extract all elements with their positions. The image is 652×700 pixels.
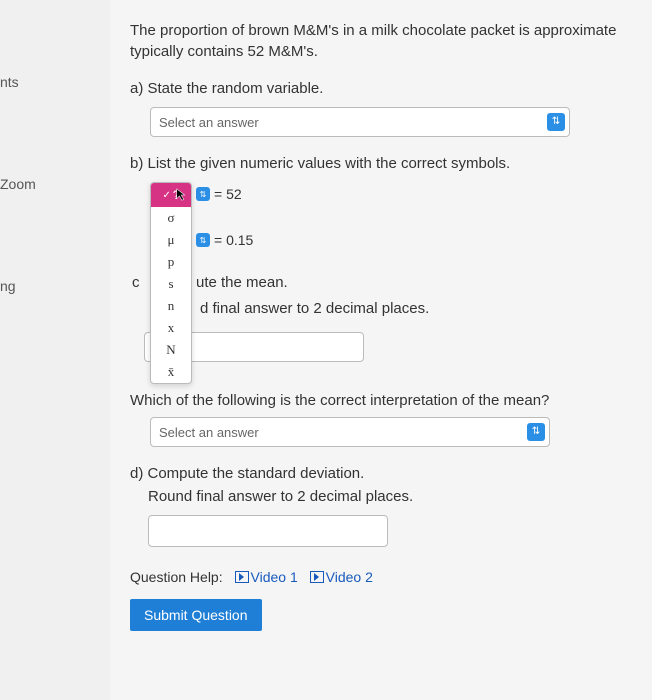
interpret-select[interactable]: Select an answer ⇅ [150, 417, 550, 447]
check-icon: ✓ [162, 190, 170, 201]
play-icon [235, 571, 249, 583]
part-b-label: b) List the given numeric values with th… [130, 155, 642, 172]
equals-52: = 52 [214, 186, 242, 202]
intro-line1: The proportion of brown M&M's in a milk … [130, 22, 616, 39]
submit-button[interactable]: Submit Question [130, 599, 262, 631]
sidebar: nts Zoom ng [0, 0, 60, 700]
part-a-label: a) State the random variable. [130, 80, 642, 97]
video-1-link[interactable]: Video 1 [235, 569, 302, 585]
equals-015: = 0.15 [214, 232, 253, 248]
part-c-prefix: c [132, 274, 140, 291]
interpret-label: Which of the following is the correct in… [130, 392, 642, 409]
video1-label: Video 1 [251, 569, 298, 585]
value-row-52: ⇅ = 52 [196, 186, 242, 202]
stepper-icon[interactable]: ⇅ [196, 187, 210, 201]
dropdown-selected[interactable]: ✓ ? [151, 183, 191, 207]
symbol-dropdown[interactable]: ✓ ? σ μ p s n x N x̄ [150, 182, 192, 384]
intro-line2: typically contains 52 M&M's. [130, 43, 318, 60]
part-a-select[interactable]: Select an answer ⇅ [150, 107, 570, 137]
select-placeholder: Select an answer [159, 115, 259, 130]
cursor-icon [175, 187, 189, 203]
dropdown-option-mu[interactable]: μ [151, 229, 191, 251]
question-intro: The proportion of brown M&M's in a milk … [130, 20, 642, 62]
dropdown-option-sigma[interactable]: σ [151, 207, 191, 229]
select-placeholder: Select an answer [159, 425, 259, 440]
dropdown-option-p[interactable]: p [151, 251, 191, 273]
value-row-015: ⇅ = 0.15 [196, 232, 253, 248]
question-help: Question Help: Video 1 Video 2 [130, 569, 642, 585]
part-d-label: d) Compute the standard deviation. [130, 465, 642, 482]
part-b-area: ✓ ? σ μ p s n x N x̄ ⇅ = 52 ⇅ = 0.15 [150, 182, 642, 382]
sidebar-item-nts[interactable]: nts [0, 70, 60, 94]
stepper-icon[interactable]: ⇅ [196, 233, 210, 247]
stepper-icon[interactable]: ⇅ [527, 423, 545, 441]
stddev-input[interactable] [148, 515, 388, 547]
dropdown-option-cap-n[interactable]: N [151, 339, 191, 361]
video-2-link[interactable]: Video 2 [310, 569, 373, 585]
content-area: The proportion of brown M&M's in a milk … [110, 0, 652, 700]
sidebar-item-ng[interactable]: ng [0, 274, 60, 298]
dropdown-option-xbar[interactable]: x̄ [151, 361, 191, 383]
stepper-icon[interactable]: ⇅ [547, 113, 565, 131]
round-d-label: Round final answer to 2 decimal places. [148, 488, 642, 505]
dropdown-option-x[interactable]: x [151, 317, 191, 339]
compute-mean-fragment: ute the mean. [196, 274, 288, 291]
sidebar-item-zoom[interactable]: Zoom [0, 172, 60, 196]
round-fragment: d final answer to 2 decimal places. [200, 300, 429, 317]
dropdown-option-n[interactable]: n [151, 295, 191, 317]
dropdown-option-s[interactable]: s [151, 273, 191, 295]
help-label: Question Help: [130, 569, 223, 585]
play-icon [310, 571, 324, 583]
video2-label: Video 2 [326, 569, 373, 585]
